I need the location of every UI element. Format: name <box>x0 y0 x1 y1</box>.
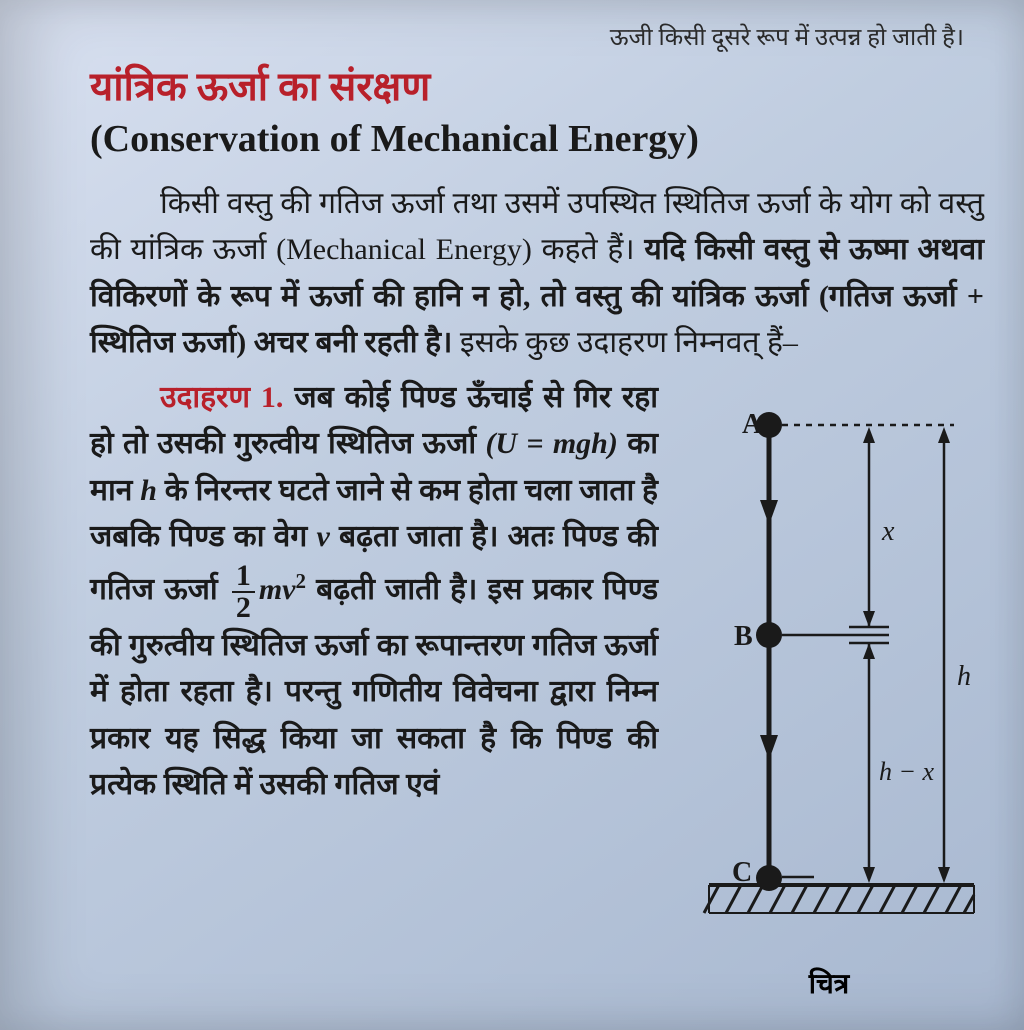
dim-hx-arrow-top <box>863 643 875 659</box>
fraction-half: 12 <box>232 561 255 623</box>
label-x: x <box>881 516 895 547</box>
figure-column: A B C x h h − x चित्र <box>674 375 984 1002</box>
example-heading: उदाहरण 1. <box>160 381 283 414</box>
dim-x-arrow-bottom <box>863 611 875 627</box>
var-h: h <box>140 474 157 507</box>
figure-caption: चित्र <box>674 964 984 1002</box>
example-row: उदाहरण 1. जब कोई पिण्ड ऊँचाई से गिर रहा … <box>90 375 984 1002</box>
label-C: C <box>732 857 752 888</box>
textbook-page: ऊजी किसी दूसरे रूप में उत्पन्न हो जाती ह… <box>0 0 1024 1030</box>
label-B: B <box>734 621 753 652</box>
dim-x-arrow-top <box>863 427 875 443</box>
dim-h-arrow-bottom <box>938 867 950 883</box>
label-A: A <box>742 409 763 440</box>
label-h-minus-x: h − x <box>879 757 935 786</box>
dim-hx-arrow-bottom <box>863 867 875 883</box>
falling-body-diagram: A B C x h h − x <box>674 395 984 955</box>
point-B <box>756 622 782 648</box>
para1-suffix: इसके कुछ उदाहरण निम्नवत् हैं– <box>452 326 798 359</box>
ex-line5: बढ़ती जाती है। इस प्रकार पिण्ड की गुरुत्… <box>90 572 658 801</box>
var-v: v <box>316 520 329 553</box>
frac-num: 1 <box>232 561 255 593</box>
intro-paragraph: किसी वस्तु की गतिज ऊर्जा तथा उसमें उपस्थ… <box>90 181 984 367</box>
arrow-AB <box>760 500 778 525</box>
example-text-column: उदाहरण 1. जब कोई पिण्ड ऊँचाई से गिर रहा … <box>90 375 658 1002</box>
ke-mv: mv <box>259 572 296 605</box>
ke-exponent: 2 <box>295 568 306 592</box>
arrow-BC <box>760 735 778 760</box>
formula-KE: 12mv2 <box>228 561 306 623</box>
dim-h-arrow-top <box>938 427 950 443</box>
point-C <box>756 865 782 891</box>
formula-U: (U = mgh) <box>485 427 617 460</box>
section-title-english: (Conservation of Mechanical Energy) <box>90 117 984 163</box>
section-title-hindi: यांत्रिक ऊर्जा का संरक्षण <box>90 61 984 113</box>
frac-den: 2 <box>232 593 255 623</box>
label-h: h <box>957 661 971 692</box>
ground-hatching <box>704 885 974 913</box>
previous-line-partial: ऊजी किसी दूसरे रूप में उत्पन्न हो जाती ह… <box>90 20 984 53</box>
